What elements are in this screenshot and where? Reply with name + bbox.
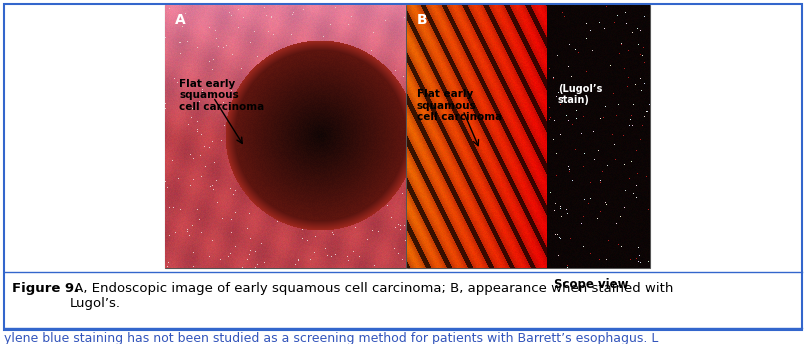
Bar — [165, 5, 406, 268]
Bar — [4, 4, 802, 330]
Text: ylene blue staining has not been studied as a screening method for patients with: ylene blue staining has not been studied… — [4, 332, 659, 344]
Text: A, Endoscopic image of early squamous cell carcinoma; B, appearance when stained: A, Endoscopic image of early squamous ce… — [70, 282, 673, 310]
Text: Scope view: Scope view — [554, 278, 628, 291]
Text: Flat early
squamous
cell carcinoma: Flat early squamous cell carcinoma — [180, 79, 264, 112]
Text: A: A — [175, 13, 185, 27]
Text: Figure 9.: Figure 9. — [12, 282, 79, 295]
Text: B: B — [417, 13, 427, 27]
Text: (Lugol’s
stain): (Lugol’s stain) — [558, 84, 602, 106]
Text: Flat early
squamous
cell carcinoma: Flat early squamous cell carcinoma — [417, 89, 502, 122]
Bar — [407, 5, 650, 268]
